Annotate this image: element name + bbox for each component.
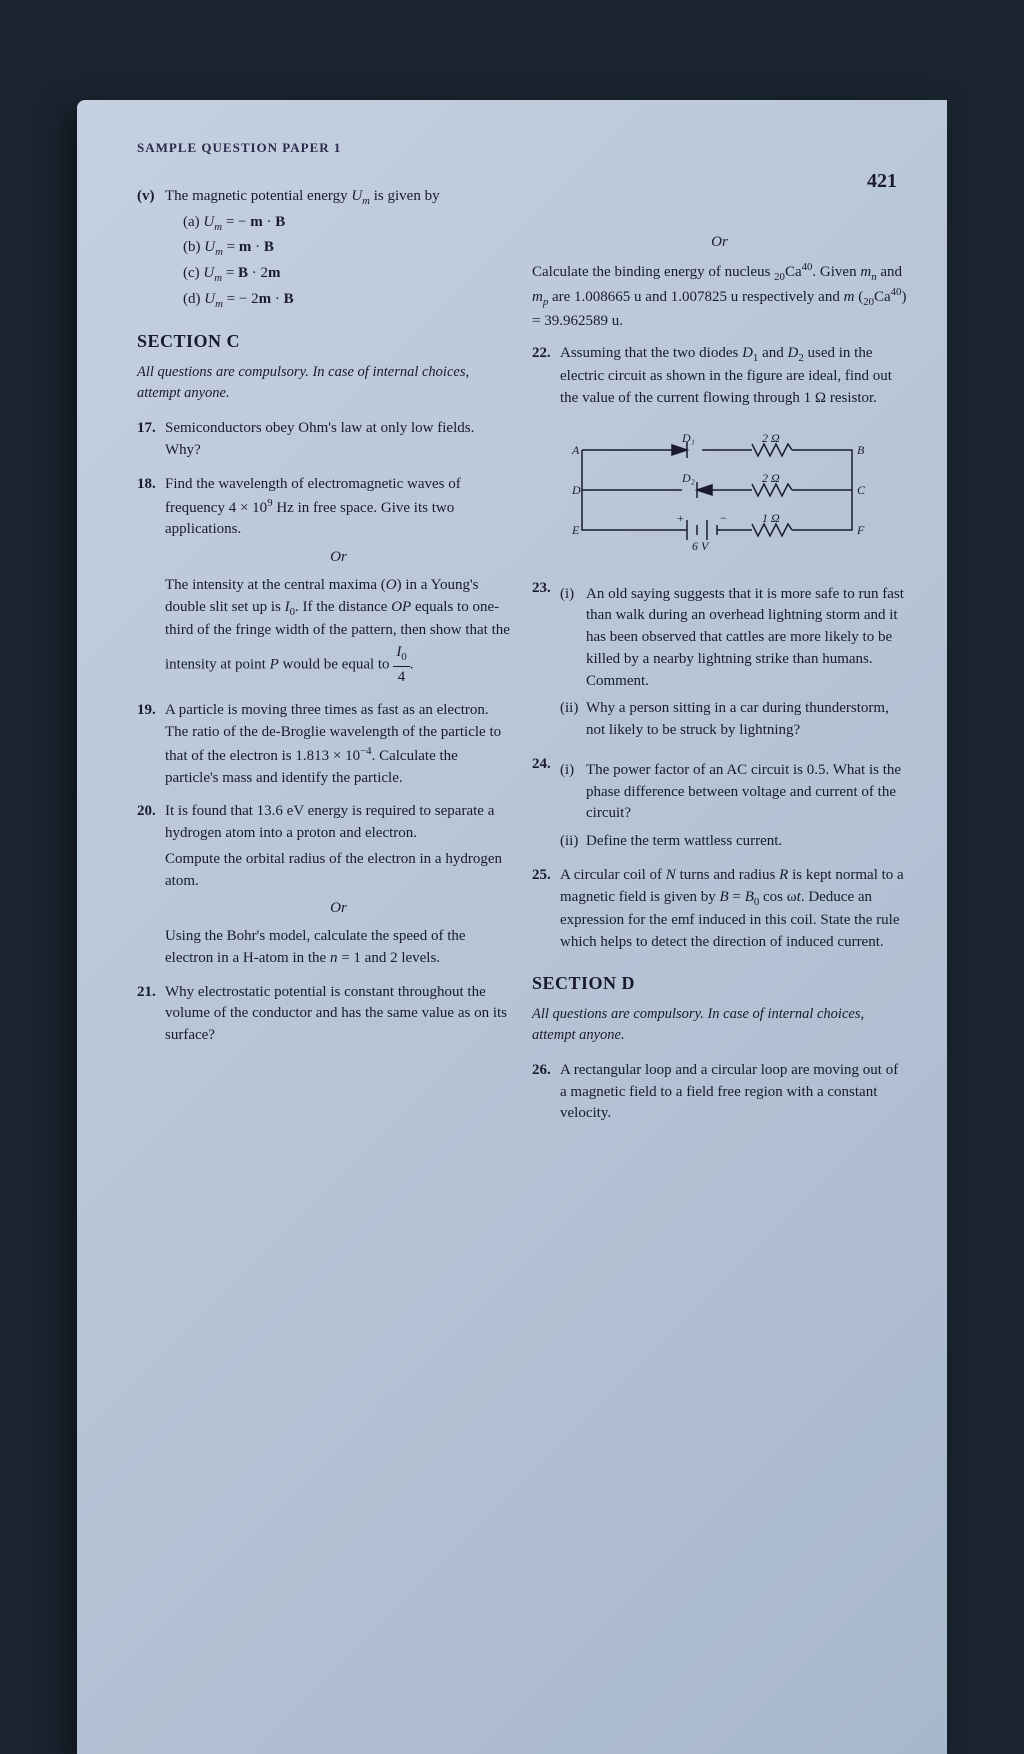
q-text: The magnetic potential energy Um is give… <box>165 186 512 210</box>
diode-d1: D₁ <box>681 431 695 445</box>
right-column: Or Calculate the binding energy of nucle… <box>532 186 907 1137</box>
header-title: SAMPLE QUESTION PAPER 1 <box>137 140 907 156</box>
q21-alt-text: Calculate the binding energy of nucleus … <box>532 260 907 333</box>
node-c: C <box>857 483 866 497</box>
section-c-header: SECTION C <box>137 328 512 354</box>
battery-label: 6 V <box>692 539 710 553</box>
opt-b: (b) Um = m · B <box>165 237 512 261</box>
question-26: 26. A rectangular loop and a circular lo… <box>532 1060 907 1125</box>
q-body: (i)The power factor of an AC circuit is … <box>560 754 907 853</box>
page: SAMPLE QUESTION PAPER 1 421 (v) The magn… <box>77 100 947 1754</box>
question-24: 24. (i)The power factor of an AC circuit… <box>532 754 907 853</box>
q-body: Find the wavelength of electromagnetic w… <box>165 474 512 689</box>
question-17: 17. Semiconductors obey Ohm's law at onl… <box>137 418 512 462</box>
section-d-instructions: All questions are compulsory. In case of… <box>532 1004 907 1046</box>
q-num: 19. <box>137 700 165 789</box>
q-num-v: (v) <box>137 186 165 312</box>
q-num: 24. <box>532 754 560 853</box>
section-d-header: SECTION D <box>532 970 907 996</box>
circuit-diagram: A B C D E F D₁ D₂ 2 Ω 2 Ω 1 Ω + − 6 V <box>552 430 872 560</box>
sub-i: (i) <box>560 584 586 693</box>
question-20: 20. It is found that 13.6 eV energy is r… <box>137 801 512 969</box>
q-num: 21. <box>137 982 165 1047</box>
q-num: 18. <box>137 474 165 689</box>
q-alt-text: The intensity at the central maxima (O) … <box>165 575 512 689</box>
q-num: 20. <box>137 801 165 969</box>
or-label: Or <box>165 898 512 920</box>
q-body: (i)An old saying suggests that it is mor… <box>560 578 907 742</box>
page-number: 421 <box>867 170 897 193</box>
or-label: Or <box>165 547 512 569</box>
question-25: 25. A circular coil of N turns and radiu… <box>532 865 907 954</box>
q-text: Semiconductors obey Ohm's law at only lo… <box>165 418 512 462</box>
or-label: Or <box>532 232 907 254</box>
q-text: Why electrostatic potential is constant … <box>165 982 512 1047</box>
sub-ii: (ii) <box>560 698 586 742</box>
question-18: 18. Find the wavelength of electromagnet… <box>137 474 512 689</box>
q-text-p2: Compute the orbital radius of the electr… <box>165 849 512 893</box>
node-a: A <box>571 443 580 457</box>
svg-text:−: − <box>720 511 727 525</box>
resistor-3: 1 Ω <box>762 511 780 525</box>
q-num: 26. <box>532 1060 560 1125</box>
node-b: B <box>857 443 865 457</box>
q-num: 23. <box>532 578 560 742</box>
resistor-1: 2 Ω <box>762 431 780 445</box>
q-text: Find the wavelength of electromagnetic w… <box>165 474 512 541</box>
sub-text: Why a person sitting in a car during thu… <box>586 698 907 742</box>
left-column: (v) The magnetic potential energy Um is … <box>137 186 512 1137</box>
question-v: (v) The magnetic potential energy Um is … <box>137 186 512 312</box>
node-e: E <box>571 523 580 537</box>
sub-text: An old saying suggests that it is more s… <box>586 584 907 693</box>
q-text: Assuming that the two diodes D1 and D2 u… <box>560 343 907 410</box>
sub-i: (i) <box>560 760 586 825</box>
question-23: 23. (i)An old saying suggests that it is… <box>532 578 907 742</box>
q-text: A rectangular loop and a circular loop a… <box>560 1060 907 1125</box>
q-num: 25. <box>532 865 560 954</box>
q-text: A particle is moving three times as fast… <box>165 700 512 789</box>
question-22: 22. Assuming that the two diodes D1 and … <box>532 343 907 410</box>
sub-text: The power factor of an AC circuit is 0.5… <box>586 760 907 825</box>
q-alt-text: Using the Bohr's model, calculate the sp… <box>165 926 512 970</box>
two-column-layout: (v) The magnetic potential energy Um is … <box>137 186 907 1137</box>
q-num: 17. <box>137 418 165 462</box>
opt-d: (d) Um = − 2m · B <box>165 289 512 313</box>
node-f: F <box>856 523 865 537</box>
diode-d2: D₂ <box>681 471 695 485</box>
section-c-instructions: All questions are compulsory. In case of… <box>137 362 512 404</box>
opt-a: (a) Um = − m · B <box>165 212 512 236</box>
q-text: A circular coil of N turns and radius R … <box>560 865 907 954</box>
q-num: 22. <box>532 343 560 410</box>
q-body: It is found that 13.6 eV energy is requi… <box>165 801 512 969</box>
q-body-v: The magnetic potential energy Um is give… <box>165 186 512 312</box>
opt-c: (c) Um = B · 2m <box>165 263 512 287</box>
resistor-2: 2 Ω <box>762 471 780 485</box>
svg-text:+: + <box>677 511 684 525</box>
question-21: 21. Why electrostatic potential is const… <box>137 982 512 1047</box>
sub-text: Define the term wattless current. <box>586 831 782 853</box>
sub-ii: (ii) <box>560 831 586 853</box>
q-text: It is found that 13.6 eV energy is requi… <box>165 801 512 845</box>
question-19: 19. A particle is moving three times as … <box>137 700 512 789</box>
node-d: D <box>571 483 581 497</box>
